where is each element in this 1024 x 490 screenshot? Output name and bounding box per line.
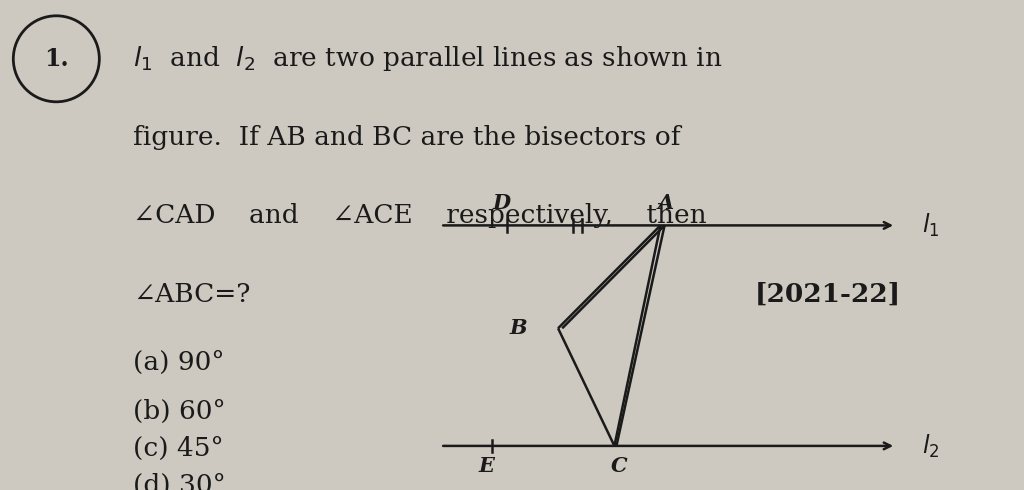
Text: $l_2$: $l_2$ xyxy=(922,432,939,460)
Text: $l_1$: $l_1$ xyxy=(922,212,939,239)
Text: ∠CAD    and    ∠ACE    respectively,    then: ∠CAD and ∠ACE respectively, then xyxy=(133,203,707,228)
Text: 1.: 1. xyxy=(44,47,69,71)
Text: [2021-22]: [2021-22] xyxy=(755,281,901,307)
Text: C: C xyxy=(611,456,628,476)
Text: D: D xyxy=(493,193,511,213)
Text: A: A xyxy=(657,193,674,213)
Text: (a) 90°: (a) 90° xyxy=(133,350,224,375)
Text: figure.  If AB and BC are the bisectors of: figure. If AB and BC are the bisectors o… xyxy=(133,124,681,150)
Text: (c) 45°: (c) 45° xyxy=(133,436,224,461)
Text: B: B xyxy=(510,318,527,338)
Text: E: E xyxy=(478,456,495,476)
Text: (b) 60°: (b) 60° xyxy=(133,399,225,424)
Text: ∠ABC=?: ∠ABC=? xyxy=(133,281,251,307)
Text: (d) 30°: (d) 30° xyxy=(133,472,226,490)
Text: $l_1$  and  $l_2$  are two parallel lines as shown in: $l_1$ and $l_2$ are two parallel lines a… xyxy=(133,44,723,74)
